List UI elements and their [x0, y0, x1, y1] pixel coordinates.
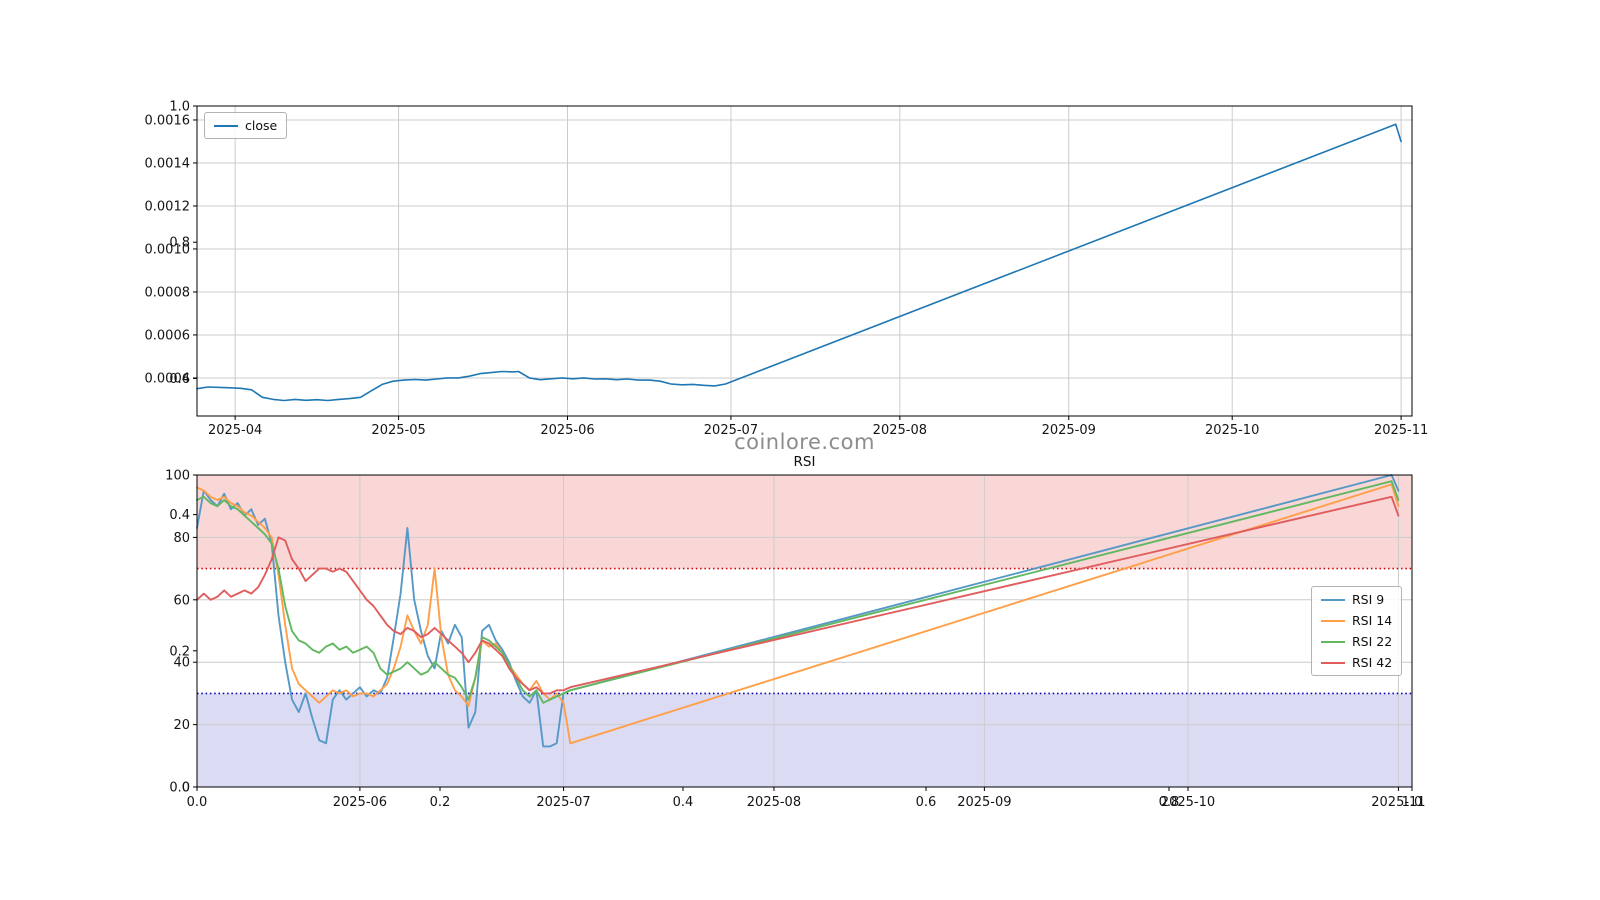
legend-label: RSI 42: [1352, 655, 1393, 670]
y-tick-label: 0: [182, 781, 190, 796]
x-tick-label: 2025-04: [208, 423, 262, 438]
x-tick-label: 2025-10: [1205, 423, 1259, 438]
legend-line-sample: [1321, 661, 1345, 664]
y-tick-label: 80: [173, 531, 190, 546]
legend-line-sample: [1321, 619, 1345, 622]
watermark: coinlore.com: [734, 430, 875, 454]
legend-item: RSI 14: [1321, 612, 1392, 629]
oversold-band: [197, 693, 1412, 787]
phantom-x-tick-label: 0.6: [916, 795, 937, 810]
price-chart: 2025-04 2025-05 2025-06 2025-07 2025-08 2025-…: [145, 105, 1428, 438]
x-tick-label: 2025-08: [747, 795, 801, 810]
y-tick-label: 100: [165, 469, 190, 484]
y-tick-label: 20: [173, 718, 190, 733]
legend-label: close: [245, 118, 278, 133]
legend-label: RSI 9: [1352, 592, 1385, 607]
y-tick-label: 40: [173, 656, 190, 671]
legend-line-sample: [1321, 640, 1345, 643]
y-tick-label: 0.0008: [145, 285, 191, 300]
x-tick-label: 2025-07: [704, 423, 758, 438]
plot-frame: [196, 105, 1413, 417]
legend-line-sample: [214, 124, 238, 127]
series-rsi-22: [196, 480, 1400, 704]
phantom-x-tick-label: 0.8: [1159, 795, 1180, 810]
series-rsi-42: [196, 495, 1400, 695]
x-tick-label: 2025-09: [957, 795, 1011, 810]
y-tick-label: 0.0004: [145, 371, 191, 386]
phantom-x-tick-label: 0.2: [430, 795, 451, 810]
legend-line-sample: [1321, 598, 1345, 601]
phantom-axis: 0.0 0.2 0.4 0.6 0.8 1.0 0.0 0.2 0.4 0.6 0.8 1.0: [169, 100, 1422, 811]
legend-item: RSI 22: [1321, 633, 1392, 650]
y-tick-label: 0.0006: [145, 328, 191, 343]
phantom-y-tick-label: 0.4: [169, 508, 190, 523]
rsi-chart: 2025-06 2025-07 2025-08 2025-09 2025-10 2025-…: [165, 469, 1425, 811]
x-tick-label: 2025-11: [1371, 795, 1425, 810]
x-tick-label: 2025-08: [873, 423, 927, 438]
legend-item: RSI 42: [1321, 654, 1392, 671]
x-tick-label: 2025-09: [1042, 423, 1096, 438]
plot-frame: [196, 474, 1413, 788]
phantom-y-tick-label: 1.0: [169, 100, 190, 115]
x-tick-label: 2025-07: [536, 795, 590, 810]
phantom-x-tick-label: 0.4: [673, 795, 694, 810]
legend-label: RSI 22: [1352, 634, 1393, 649]
phantom-x-tick-label: 1.0: [1402, 795, 1423, 810]
y-tick-label: 0.0012: [145, 199, 191, 214]
legend-item: close: [214, 117, 277, 134]
y-tick-label: 0.0016: [145, 113, 191, 128]
x-tick-label: 2025-11: [1374, 423, 1428, 438]
x-tick-label: 2025-05: [371, 423, 425, 438]
y-tick-label: 0.0014: [145, 156, 191, 171]
legend-label: RSI 14: [1352, 613, 1393, 628]
series-rsi-9: [196, 474, 1400, 748]
rsi-legend: RSI 9 RSI 14 RSI 22 RSI 42: [1311, 586, 1403, 676]
rsi-chart-title: RSI: [793, 454, 816, 470]
phantom-y-tick-label: 0.2: [169, 644, 190, 659]
x-tick-label: 2025-06: [333, 795, 387, 810]
legend-item: RSI 9: [1321, 591, 1392, 608]
x-tick-label: 2025-10: [1161, 795, 1215, 810]
price-legend: close: [204, 112, 288, 139]
phantom-x-tick-label: 0.0: [187, 795, 208, 810]
phantom-y-tick-label: 0.6: [169, 372, 190, 387]
y-tick-label: 0.0010: [145, 242, 191, 257]
series-close: [196, 123, 1402, 402]
phantom-y-tick-label: 0.0: [169, 781, 190, 796]
phantom-y-tick-label: 0.8: [169, 236, 190, 251]
y-tick-label: 60: [173, 593, 190, 608]
series-rsi-14: [196, 483, 1400, 745]
x-tick-label: 2025-06: [540, 423, 594, 438]
